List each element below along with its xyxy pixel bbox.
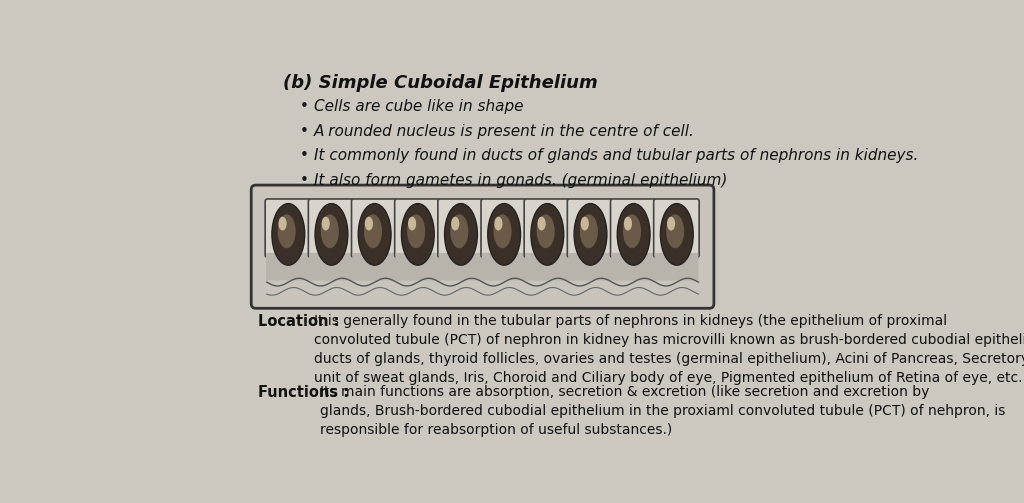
FancyBboxPatch shape xyxy=(308,199,354,258)
Ellipse shape xyxy=(667,214,684,248)
Ellipse shape xyxy=(530,204,564,265)
Ellipse shape xyxy=(401,204,434,265)
Text: It also form gametes in gonads. (germinal epithelium): It also form gametes in gonads. (germina… xyxy=(314,173,727,188)
Ellipse shape xyxy=(365,217,373,230)
FancyBboxPatch shape xyxy=(611,253,655,281)
Ellipse shape xyxy=(364,214,382,248)
Text: •: • xyxy=(300,173,309,188)
FancyBboxPatch shape xyxy=(395,253,439,281)
Text: Functions :: Functions : xyxy=(258,385,349,400)
FancyBboxPatch shape xyxy=(438,199,483,258)
Ellipse shape xyxy=(408,214,425,248)
Ellipse shape xyxy=(444,204,477,265)
Ellipse shape xyxy=(495,217,503,230)
Ellipse shape xyxy=(358,204,391,265)
Ellipse shape xyxy=(660,204,693,265)
FancyBboxPatch shape xyxy=(481,199,526,258)
Ellipse shape xyxy=(487,204,520,265)
FancyBboxPatch shape xyxy=(524,199,569,258)
FancyBboxPatch shape xyxy=(610,199,656,258)
Text: It commonly found in ducts of glands and tubular parts of nephrons in kidneys.: It commonly found in ducts of glands and… xyxy=(314,148,919,163)
Ellipse shape xyxy=(322,217,330,230)
Text: •: • xyxy=(300,148,309,163)
Text: Location :: Location : xyxy=(258,314,340,329)
Ellipse shape xyxy=(494,214,512,248)
Ellipse shape xyxy=(617,204,650,265)
Ellipse shape xyxy=(667,217,675,230)
FancyBboxPatch shape xyxy=(394,199,440,258)
FancyBboxPatch shape xyxy=(438,253,482,281)
FancyBboxPatch shape xyxy=(309,253,353,281)
Ellipse shape xyxy=(321,214,339,248)
Ellipse shape xyxy=(624,217,632,230)
Text: It is generally found in the tubular parts of nephrons in kidneys (the epitheliu: It is generally found in the tubular par… xyxy=(314,314,1024,385)
Text: Cells are cube like in shape: Cells are cube like in shape xyxy=(314,99,523,114)
FancyBboxPatch shape xyxy=(351,199,397,258)
FancyBboxPatch shape xyxy=(654,253,698,281)
FancyBboxPatch shape xyxy=(265,199,310,258)
FancyBboxPatch shape xyxy=(653,199,699,258)
FancyBboxPatch shape xyxy=(481,253,525,281)
Text: A rounded nucleus is present in the centre of cell.: A rounded nucleus is present in the cent… xyxy=(314,124,695,138)
Ellipse shape xyxy=(581,217,589,230)
Ellipse shape xyxy=(452,217,460,230)
Ellipse shape xyxy=(315,204,348,265)
Ellipse shape xyxy=(451,214,468,248)
Text: Its main functions are absorption, secretion & excretion (like secretion and exc: Its main functions are absorption, secre… xyxy=(321,385,1006,437)
FancyBboxPatch shape xyxy=(525,253,569,281)
Ellipse shape xyxy=(574,204,607,265)
FancyBboxPatch shape xyxy=(266,253,310,281)
FancyBboxPatch shape xyxy=(352,253,396,281)
FancyBboxPatch shape xyxy=(251,185,714,308)
FancyBboxPatch shape xyxy=(567,199,612,258)
Ellipse shape xyxy=(272,204,305,265)
Ellipse shape xyxy=(538,217,546,230)
Ellipse shape xyxy=(580,214,598,248)
Ellipse shape xyxy=(408,217,416,230)
Ellipse shape xyxy=(279,217,287,230)
FancyBboxPatch shape xyxy=(568,253,612,281)
Ellipse shape xyxy=(623,214,641,248)
Ellipse shape xyxy=(537,214,555,248)
Text: •: • xyxy=(300,99,309,114)
Ellipse shape xyxy=(278,214,296,248)
Text: (b) Simple Cuboidal Epithelium: (b) Simple Cuboidal Epithelium xyxy=(283,74,598,92)
Text: •: • xyxy=(300,124,309,138)
